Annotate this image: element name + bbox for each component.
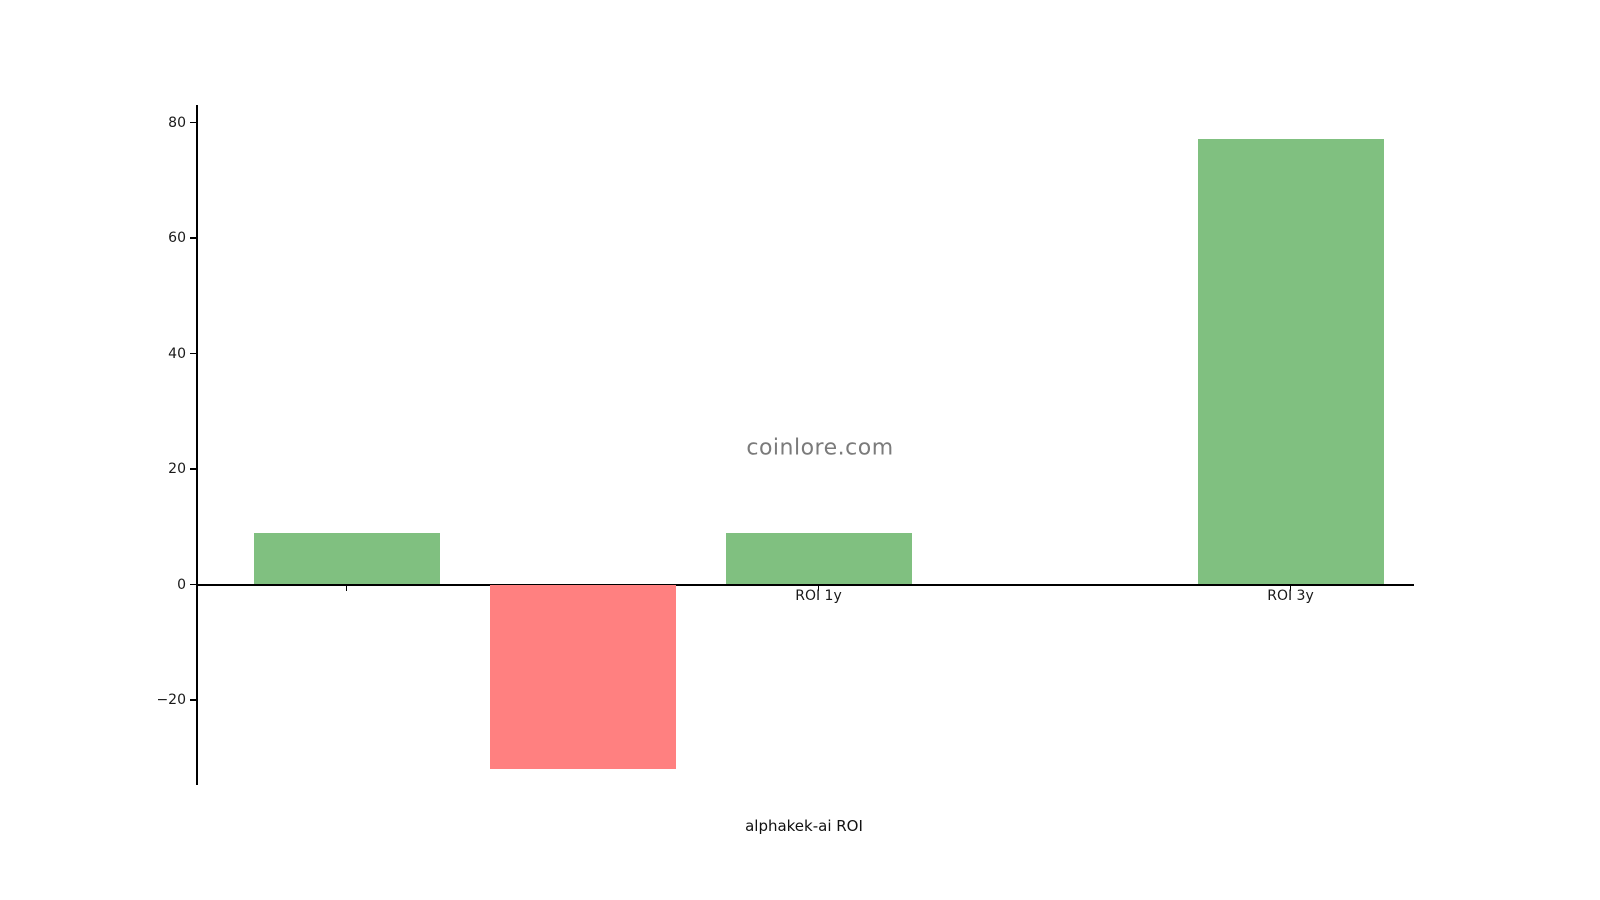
bar-slot-0 xyxy=(253,533,440,585)
x-tick-mark xyxy=(1289,585,1292,592)
y-tick-mark xyxy=(190,583,196,586)
x-tick-mark xyxy=(817,585,820,592)
bar-ROI 1y xyxy=(725,533,912,585)
y-tick-mark xyxy=(190,237,196,239)
y-tick-label: 80 xyxy=(168,114,186,131)
y-tick-mark xyxy=(190,121,196,124)
y-tick-label: 20 xyxy=(168,461,186,477)
y-tick-label: 0 xyxy=(177,576,186,593)
x-tick-label: ROI 3y xyxy=(1267,587,1314,604)
y-tick-mark xyxy=(190,699,196,701)
x-axis-zero-line xyxy=(196,584,1414,586)
watermark-text: coinlore.com xyxy=(746,435,894,461)
y-tick-mark xyxy=(190,352,196,355)
x-tick-label: ROI 1y xyxy=(795,587,842,604)
y-tick-label: −20 xyxy=(156,692,186,708)
y-tick-label: 40 xyxy=(168,345,186,362)
y-tick-mark xyxy=(190,468,196,470)
bar-ROI 3y xyxy=(1197,139,1384,585)
y-axis-spine xyxy=(196,105,198,785)
bar-slot-1 xyxy=(489,585,676,770)
y-tick-label: 60 xyxy=(168,230,186,246)
chart-title: alphakek-ai ROI xyxy=(745,817,863,835)
x-tick-mark xyxy=(345,585,348,592)
